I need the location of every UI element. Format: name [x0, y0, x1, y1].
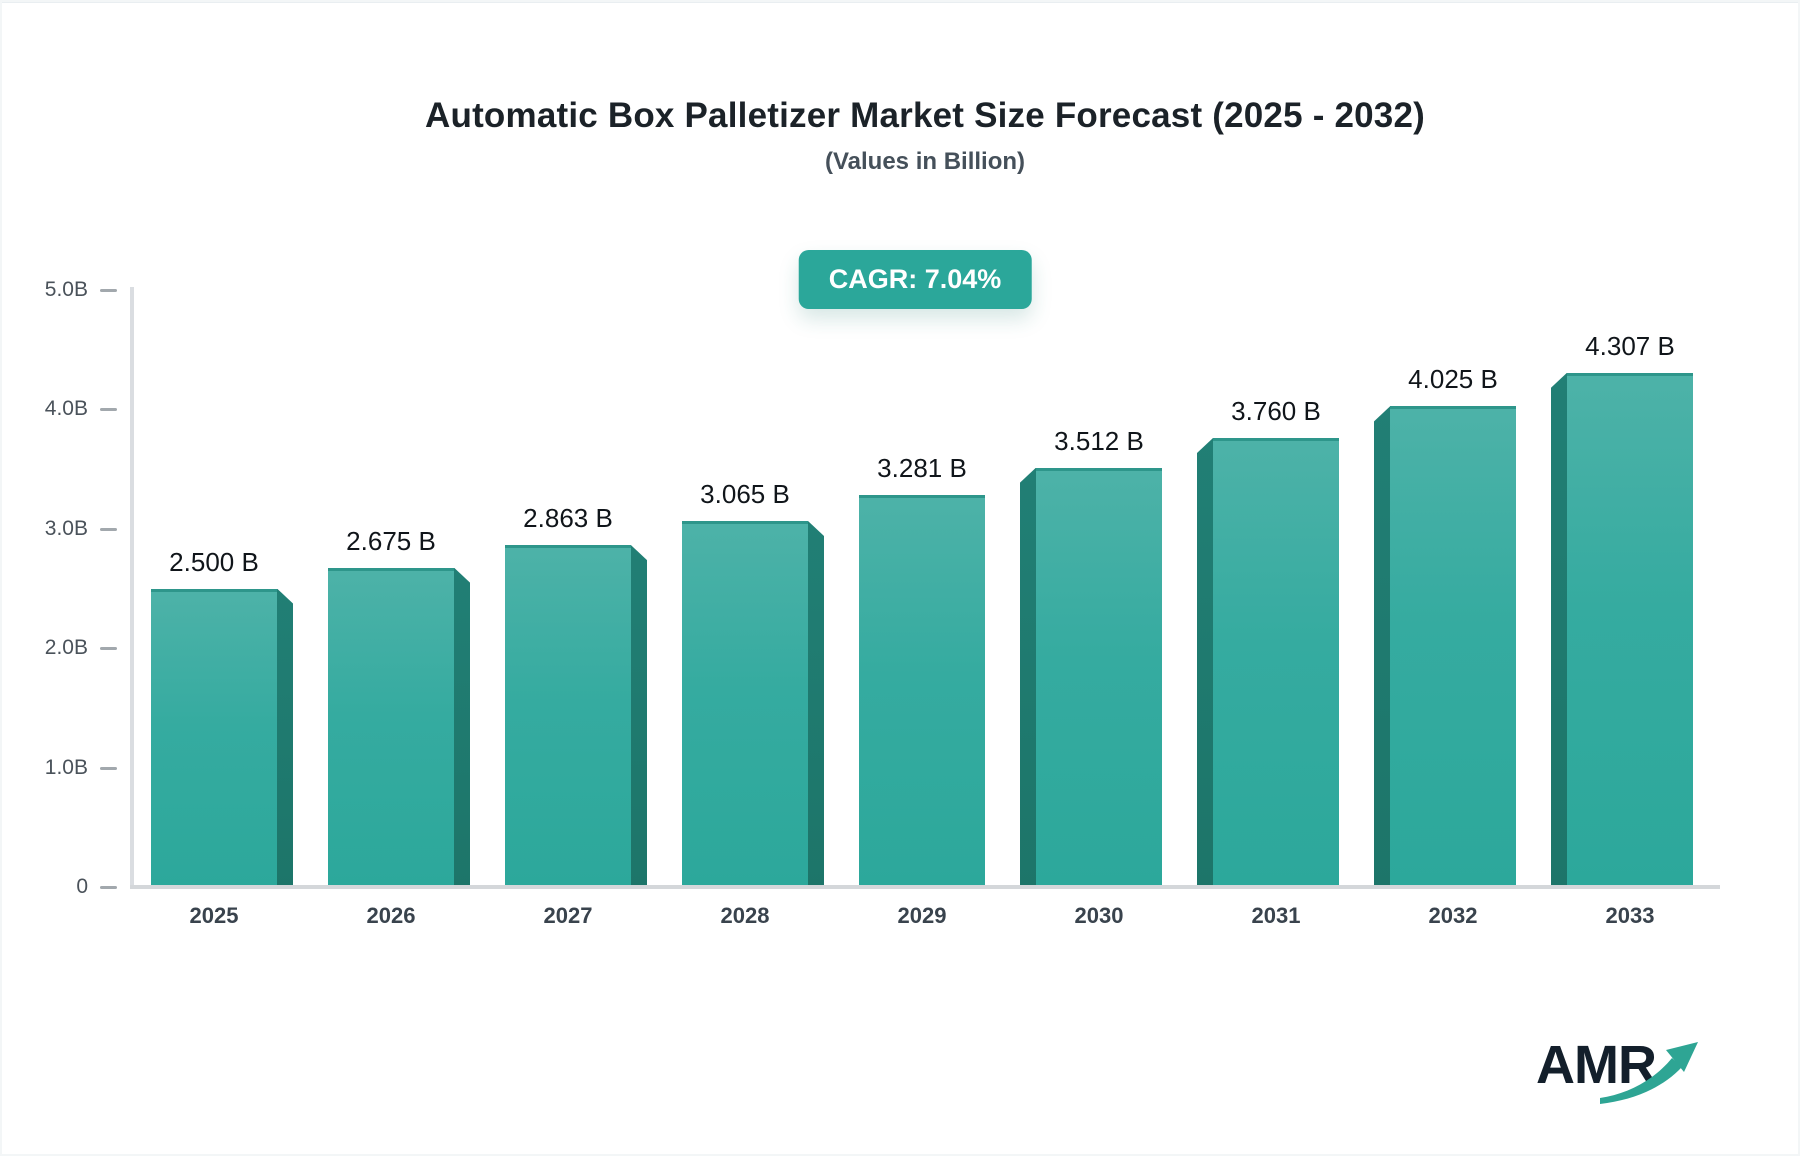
page-title: Automatic Box Palletizer Market Size For… — [425, 96, 1425, 135]
y-axis-tick-label: 5.0B — [44, 278, 88, 301]
y-axis-tick-mark — [100, 527, 117, 531]
y-axis-tick-mark — [100, 766, 117, 770]
x-axis-label: 2030 — [1074, 903, 1124, 928]
bar-value-label: 2.863 B — [523, 503, 613, 534]
bar-value-label: 4.307 B — [1585, 330, 1675, 361]
x-axis-label: 2029 — [897, 903, 947, 928]
x-axis-label: 2027 — [543, 903, 593, 928]
bar-3d-side — [631, 545, 647, 889]
amr-logo-text: AMR — [1536, 1035, 1657, 1095]
bar — [1036, 467, 1162, 889]
x-axis-label: 2025 — [189, 903, 239, 928]
bar — [1390, 406, 1516, 889]
x-axis-label: 2028 — [720, 903, 770, 928]
chart-subtitle: (Values in Billion) — [824, 148, 1026, 175]
x-axis-label: 2033 — [1605, 903, 1655, 928]
bar-3d-side — [277, 588, 293, 889]
bar-3d-side — [1197, 438, 1213, 889]
cagr-badge: CAGR: 7.04% — [798, 250, 1032, 309]
y-axis-line — [130, 287, 134, 889]
y-axis-tick-label: 2.0B — [44, 636, 88, 660]
bar-value-label: 2.675 B — [346, 525, 436, 556]
bar-3d-side — [808, 521, 824, 889]
bar — [328, 567, 454, 889]
bar-value-label: 3.281 B — [877, 453, 967, 484]
bar — [682, 521, 808, 889]
bar-value-label: 4.025 B — [1408, 364, 1498, 395]
bar — [505, 545, 631, 889]
y-axis-tick-label: 1.0B — [44, 755, 88, 779]
y-axis-tick-mark — [100, 408, 117, 412]
y-axis-tick-mark — [100, 289, 117, 292]
x-axis-label: 2031 — [1251, 903, 1301, 928]
bar — [1213, 438, 1339, 889]
y-axis-tick-label: 3.0B — [44, 516, 88, 540]
amr-logo: AMR — [1536, 1034, 1716, 1114]
bar — [859, 495, 985, 889]
bar-3d-side — [1374, 406, 1390, 889]
y-axis-tick-label: 0 — [76, 875, 88, 898]
bar-value-label: 3.760 B — [1231, 396, 1321, 427]
bar-value-label: 3.065 B — [700, 479, 790, 510]
x-axis-label: 2032 — [1428, 903, 1478, 928]
bar-3d-side — [1020, 467, 1036, 889]
x-axis-line — [130, 885, 1720, 889]
bar — [1567, 372, 1693, 889]
y-axis-tick-label: 4.0B — [44, 397, 88, 421]
bar-3d-side — [1551, 372, 1567, 889]
trend-up-arrow-icon — [1600, 1042, 1698, 1104]
x-axis-label: 2026 — [366, 903, 416, 928]
y-axis-tick-mark — [100, 886, 117, 889]
y-axis-tick-mark — [100, 647, 117, 651]
bar-3d-side — [454, 567, 470, 889]
bar — [151, 588, 277, 889]
bar-value-label: 2.500 B — [169, 546, 259, 577]
bar-value-label: 3.512 B — [1054, 425, 1144, 456]
